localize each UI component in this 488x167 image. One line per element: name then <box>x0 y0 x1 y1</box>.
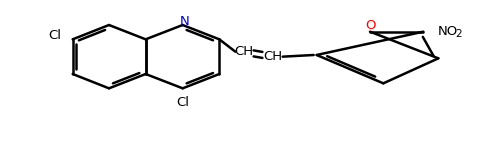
Text: O: O <box>364 19 374 32</box>
Text: Cl: Cl <box>48 29 61 42</box>
Text: CH: CH <box>263 50 282 63</box>
Text: NO: NO <box>436 25 457 38</box>
Text: Cl: Cl <box>176 96 189 109</box>
Text: N: N <box>180 15 189 28</box>
Text: 2: 2 <box>454 29 461 39</box>
Text: CH: CH <box>233 45 252 58</box>
